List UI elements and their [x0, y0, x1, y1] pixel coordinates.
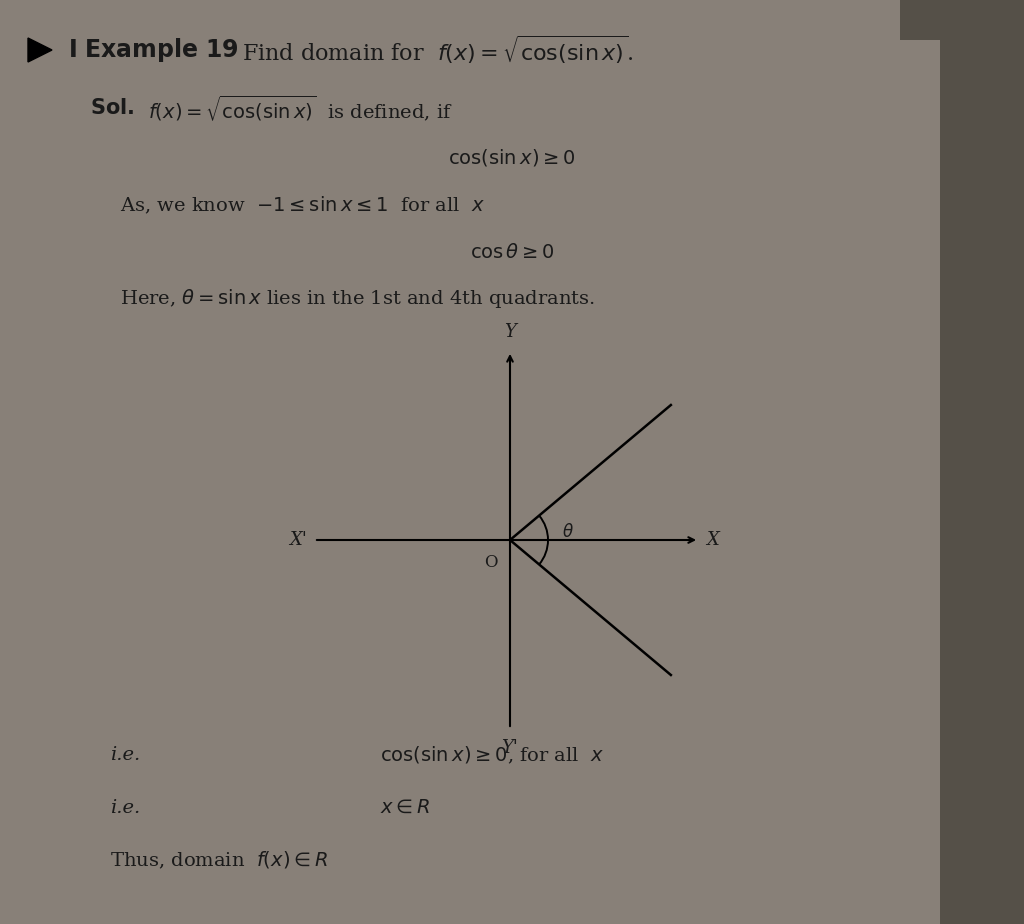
Text: i.e.: i.e.: [110, 746, 140, 764]
Text: $\cos\theta\geq 0$: $\cos\theta\geq 0$: [470, 242, 554, 261]
Text: $x\in R$: $x\in R$: [380, 799, 430, 817]
Text: $\theta$: $\theta$: [562, 523, 573, 541]
Text: $\cos(\sin x)\geq 0$: $\cos(\sin x)\geq 0$: [449, 148, 575, 168]
Text: X': X': [289, 531, 307, 549]
Polygon shape: [28, 38, 52, 62]
Text: X: X: [706, 531, 719, 549]
Text: O: O: [484, 554, 498, 571]
Text: As, we know  $-1\leq \sin x\leq 1$  for all  $x$: As, we know $-1\leq \sin x\leq 1$ for al…: [120, 194, 485, 215]
Text: $\bf{I\ Example\ 19}$: $\bf{I\ Example\ 19}$: [68, 36, 239, 64]
Text: Y: Y: [504, 323, 516, 341]
Text: i.e.: i.e.: [110, 799, 140, 817]
FancyBboxPatch shape: [940, 0, 1024, 924]
Text: $f(x)=\sqrt{\cos(\sin x)}$  is defined, if: $f(x)=\sqrt{\cos(\sin x)}$ is defined, i…: [148, 93, 453, 123]
FancyBboxPatch shape: [900, 0, 1024, 40]
Text: $\cos(\sin x)\geq 0$, for all  $x$: $\cos(\sin x)\geq 0$, for all $x$: [380, 745, 604, 766]
Text: $\bf{Sol.}$: $\bf{Sol.}$: [90, 98, 134, 118]
Text: Here, $\theta = \sin x$ lies in the 1st and 4th quadrants.: Here, $\theta = \sin x$ lies in the 1st …: [120, 286, 595, 310]
Text: Find domain for  $f(x)=\sqrt{\cos(\sin x)}$.: Find domain for $f(x)=\sqrt{\cos(\sin x)…: [242, 34, 634, 67]
Text: Thus, domain  $f(x)\in R$: Thus, domain $f(x)\in R$: [110, 849, 328, 870]
Text: Y': Y': [502, 739, 518, 757]
